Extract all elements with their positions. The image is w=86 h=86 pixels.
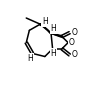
Text: H: H <box>50 49 56 58</box>
Text: H: H <box>50 24 56 33</box>
Text: O: O <box>68 38 74 47</box>
Polygon shape <box>51 33 62 37</box>
Text: H: H <box>27 54 33 63</box>
Text: O: O <box>71 50 77 60</box>
Text: O: O <box>71 28 77 37</box>
Polygon shape <box>40 23 45 27</box>
Text: H: H <box>42 17 48 26</box>
